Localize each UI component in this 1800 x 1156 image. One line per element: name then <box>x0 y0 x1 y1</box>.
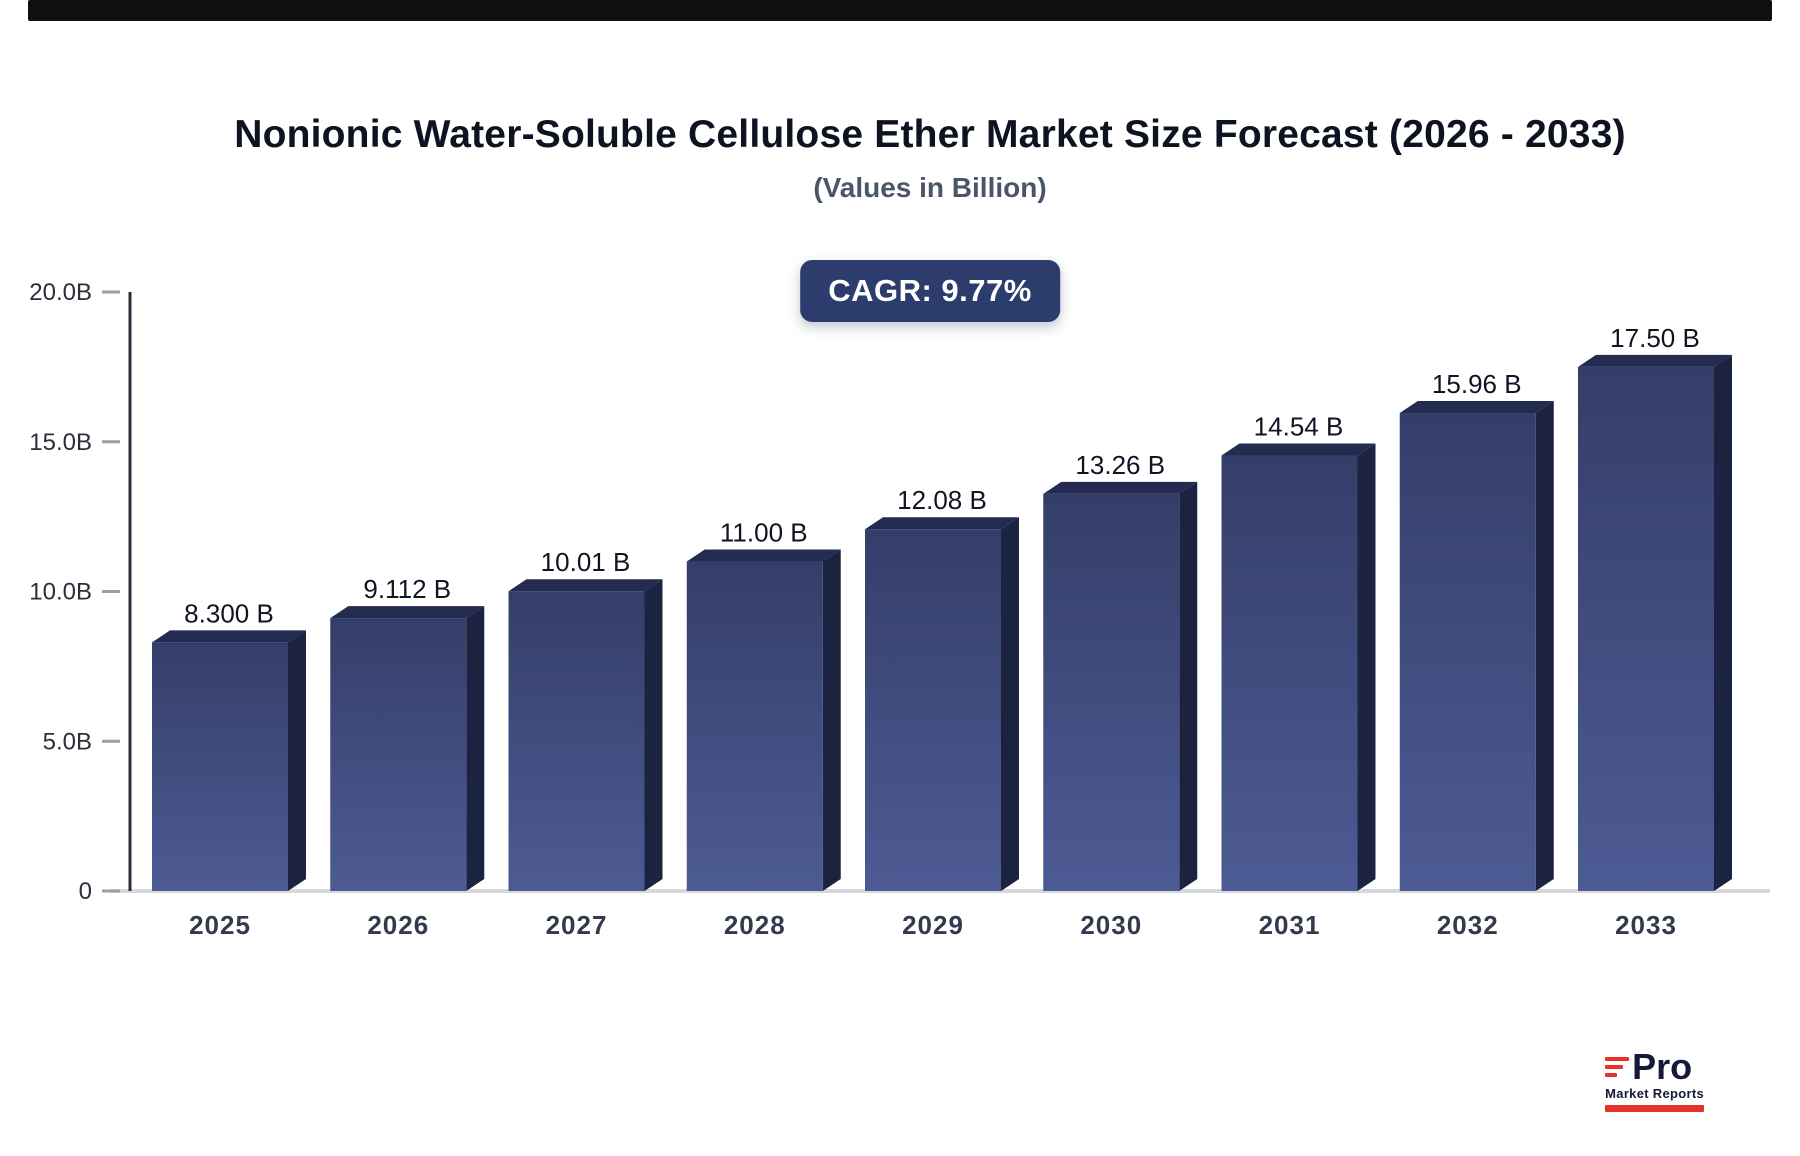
chart-header: Nonionic Water-Soluble Cellulose Ether M… <box>0 112 1800 204</box>
bar-top-face <box>1399 400 1554 413</box>
bar-front-face <box>1399 412 1536 891</box>
bar-2025 <box>152 630 306 891</box>
bar-value-label: 9.112 B <box>363 574 451 604</box>
x-axis-label: 2025 <box>189 910 251 940</box>
bar-value-label: 10.01 B <box>541 547 631 577</box>
bar-side-face <box>1535 400 1554 891</box>
bar-side-face <box>1001 517 1019 891</box>
bar-value-label: 11.00 B <box>720 518 808 548</box>
bar-side-face <box>466 606 485 891</box>
bar-front-face <box>865 529 1001 891</box>
bar-front-face <box>330 618 467 891</box>
bar-2026 <box>330 606 485 891</box>
bar-side-face <box>822 549 841 891</box>
bar-2031 <box>1221 443 1376 891</box>
bar-side-face <box>1357 443 1376 891</box>
bar-2029 <box>865 517 1019 891</box>
x-axis-label: 2033 <box>1615 910 1677 940</box>
y-axis-label: 5.0B <box>43 728 92 755</box>
bar-2028 <box>686 549 841 891</box>
bar-side-face <box>288 630 306 891</box>
x-axis-label: 2027 <box>546 910 608 940</box>
brand-name: Pro <box>1632 1046 1693 1087</box>
bar-side-face <box>1179 481 1198 891</box>
bar-front-face <box>686 561 823 891</box>
bar-value-label: 15.96 B <box>1432 369 1522 399</box>
bar-top-face <box>330 606 485 619</box>
cagr-badge: CAGR: 9.77% <box>800 260 1060 322</box>
bar-2030 <box>1043 481 1198 891</box>
bar-value-label: 13.26 B <box>1075 450 1165 480</box>
y-axis-label: 10.0B <box>29 579 92 606</box>
bar-value-label: 12.08 B <box>897 485 987 515</box>
top-accent-bar <box>28 0 1772 21</box>
bar-front-face <box>152 642 288 891</box>
brand-logo-row: Pro <box>1605 1046 1704 1087</box>
x-axis-label: 2028 <box>724 910 786 940</box>
bar-2033 <box>1578 354 1732 891</box>
x-axis-label: 2030 <box>1080 910 1142 940</box>
bar-side-face <box>644 579 663 891</box>
brand-underline <box>1605 1105 1704 1112</box>
bar-top-face <box>1043 481 1198 494</box>
bar-top-face <box>1578 354 1732 367</box>
x-axis-label: 2031 <box>1259 910 1321 940</box>
bar-front-face <box>1578 366 1714 891</box>
logo-lines-icon <box>1605 1057 1630 1077</box>
bar-2027 <box>508 579 663 891</box>
bar-front-face <box>1043 493 1180 891</box>
x-axis-label: 2026 <box>367 910 429 940</box>
brand-logo: Pro Market Reports <box>1605 1046 1704 1112</box>
y-axis-label: 15.0B <box>29 429 92 456</box>
bar-front-face <box>1221 455 1358 891</box>
bar-value-label: 8.300 B <box>184 598 274 628</box>
chart-title: Nonionic Water-Soluble Cellulose Ether M… <box>234 113 1626 156</box>
bar-front-face <box>508 591 645 891</box>
bar-top-face <box>686 549 841 562</box>
bar-value-label: 17.50 B <box>1610 323 1700 353</box>
bar-top-face <box>1221 443 1376 456</box>
bar-value-label: 14.54 B <box>1254 412 1344 442</box>
bar-top-face <box>508 579 663 592</box>
y-axis-label: 20.0B <box>29 279 92 306</box>
chart-subtitle: (Values in Billion) <box>813 172 1047 203</box>
bar-2032 <box>1399 400 1554 891</box>
y-axis-label: 0 <box>79 878 92 905</box>
bar-top-face <box>865 517 1019 530</box>
bar-top-face <box>152 630 306 643</box>
x-axis-label: 2029 <box>902 910 964 940</box>
x-axis-label: 2032 <box>1437 910 1499 940</box>
brand-subtext: Market Reports <box>1605 1086 1704 1101</box>
bar-side-face <box>1714 354 1732 891</box>
